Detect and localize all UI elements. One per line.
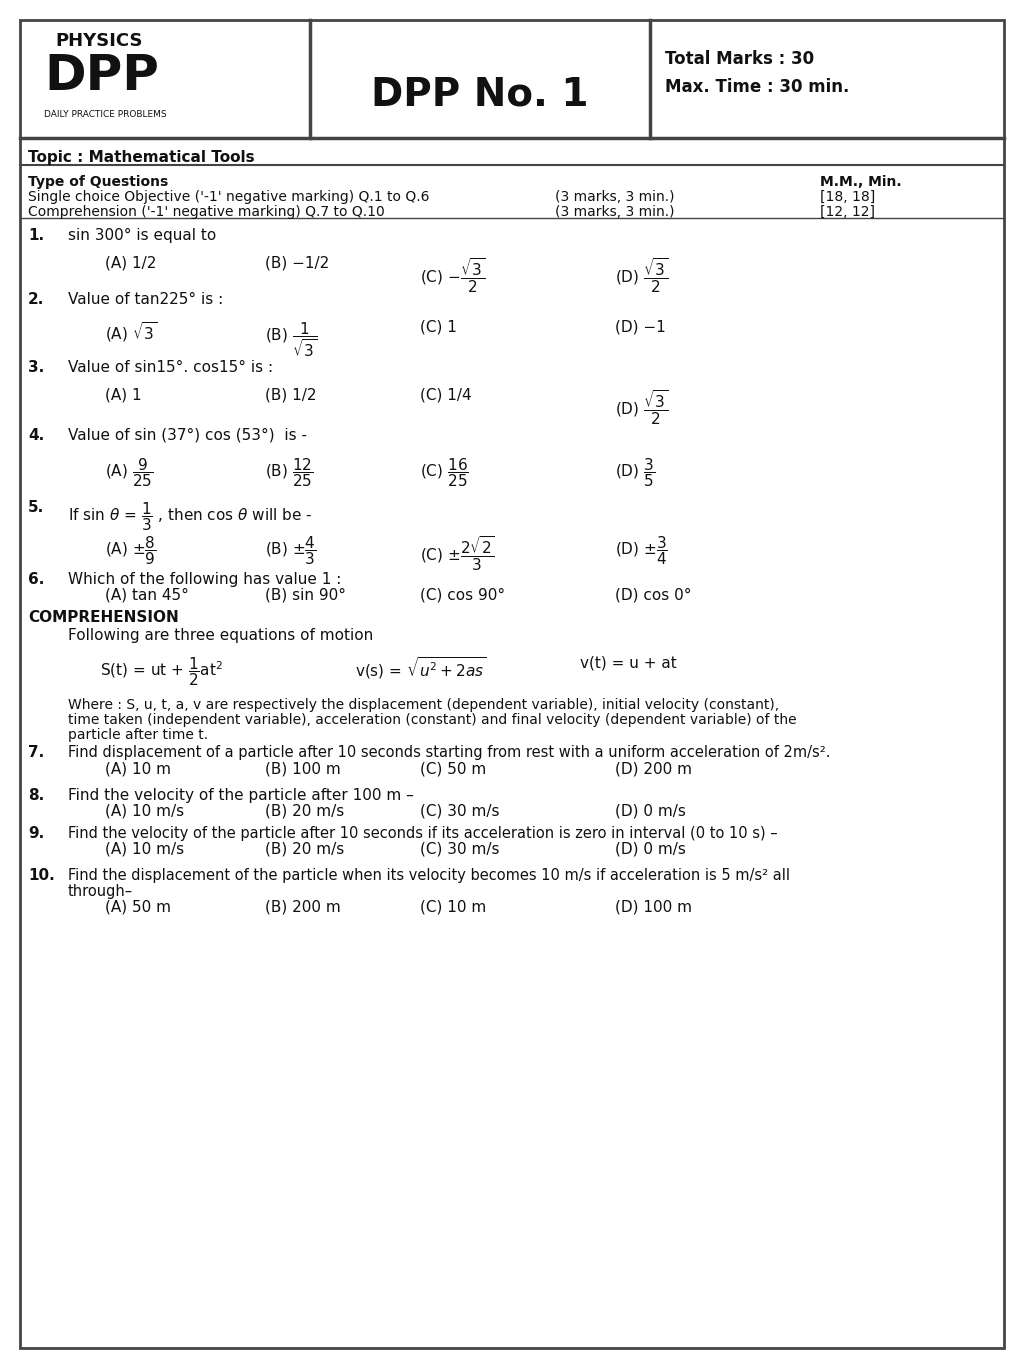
Text: (D) 0 m/s: (D) 0 m/s bbox=[615, 842, 686, 857]
Text: (C) $\pm\dfrac{2\sqrt{2}}{3}$: (C) $\pm\dfrac{2\sqrt{2}}{3}$ bbox=[420, 534, 495, 572]
Text: (C) 10 m: (C) 10 m bbox=[420, 900, 486, 915]
Text: through–: through– bbox=[68, 884, 133, 899]
Text: (C) 30 m/s: (C) 30 m/s bbox=[420, 804, 500, 819]
Text: Single choice Objective ('-1' negative marking) Q.1 to Q.6: Single choice Objective ('-1' negative m… bbox=[28, 191, 429, 204]
Text: Find the displacement of the particle when its velocity becomes 10 m/s if accele: Find the displacement of the particle wh… bbox=[68, 868, 790, 883]
Text: v(t) = u + at: v(t) = u + at bbox=[580, 655, 677, 670]
Text: (3 marks, 3 min.): (3 marks, 3 min.) bbox=[555, 191, 675, 204]
Text: (C) 1/4: (C) 1/4 bbox=[420, 388, 472, 403]
Text: 2.: 2. bbox=[28, 291, 44, 306]
Text: DPP No. 1: DPP No. 1 bbox=[372, 75, 589, 113]
Text: (B) $\dfrac{12}{25}$: (B) $\dfrac{12}{25}$ bbox=[265, 456, 313, 489]
Text: (C) $\dfrac{16}{25}$: (C) $\dfrac{16}{25}$ bbox=[420, 456, 469, 489]
Text: DAILY PRACTICE PROBLEMS: DAILY PRACTICE PROBLEMS bbox=[44, 110, 167, 118]
Text: (A) 10 m: (A) 10 m bbox=[105, 761, 171, 776]
Text: 1.: 1. bbox=[28, 227, 44, 242]
Text: If sin $\theta$ = $\dfrac{1}{3}$ , then cos $\theta$ will be -: If sin $\theta$ = $\dfrac{1}{3}$ , then … bbox=[68, 500, 312, 533]
Text: (A) $\sqrt{3}$: (A) $\sqrt{3}$ bbox=[105, 320, 157, 345]
Text: Find the velocity of the particle after 10 seconds if its acceleration is zero i: Find the velocity of the particle after … bbox=[68, 825, 777, 840]
Text: (A) 1: (A) 1 bbox=[105, 388, 141, 403]
Text: 6.: 6. bbox=[28, 572, 44, 587]
Text: Find displacement of a particle after 10 seconds starting from rest with a unifo: Find displacement of a particle after 10… bbox=[68, 745, 830, 760]
Text: (D) $\pm\dfrac{3}{4}$: (D) $\pm\dfrac{3}{4}$ bbox=[615, 534, 668, 567]
Text: (D) $\dfrac{\sqrt{3}}{2}$: (D) $\dfrac{\sqrt{3}}{2}$ bbox=[615, 388, 669, 426]
Text: Total Marks : 30: Total Marks : 30 bbox=[665, 50, 814, 68]
Text: (A) 10 m/s: (A) 10 m/s bbox=[105, 842, 184, 857]
Text: 3.: 3. bbox=[28, 360, 44, 375]
Text: (B) sin 90°: (B) sin 90° bbox=[265, 588, 346, 603]
Text: 10.: 10. bbox=[28, 868, 54, 883]
Text: Comprehension ('-1' negative marking) Q.7 to Q.10: Comprehension ('-1' negative marking) Q.… bbox=[28, 206, 385, 219]
Text: 4.: 4. bbox=[28, 428, 44, 443]
Text: M.M., Min.: M.M., Min. bbox=[820, 174, 901, 189]
Text: [18, 18]: [18, 18] bbox=[820, 191, 876, 204]
Text: Find the velocity of the particle after 100 m –: Find the velocity of the particle after … bbox=[68, 789, 414, 804]
Text: (A) $\pm\dfrac{8}{9}$: (A) $\pm\dfrac{8}{9}$ bbox=[105, 534, 157, 567]
Text: (B) 1/2: (B) 1/2 bbox=[265, 388, 316, 403]
Text: Which of the following has value 1 :: Which of the following has value 1 : bbox=[68, 572, 341, 587]
Text: DPP: DPP bbox=[44, 52, 159, 99]
Text: Value of sin (37°) cos (53°)  is -: Value of sin (37°) cos (53°) is - bbox=[68, 428, 307, 443]
Text: (D) $\dfrac{\sqrt{3}}{2}$: (D) $\dfrac{\sqrt{3}}{2}$ bbox=[615, 256, 669, 294]
Text: (C) $-\dfrac{\sqrt{3}}{2}$: (C) $-\dfrac{\sqrt{3}}{2}$ bbox=[420, 256, 485, 294]
Text: sin 300° is equal to: sin 300° is equal to bbox=[68, 227, 216, 242]
Text: (C) 1: (C) 1 bbox=[420, 320, 457, 335]
Text: (B) 100 m: (B) 100 m bbox=[265, 761, 341, 776]
Text: COMPREHENSION: COMPREHENSION bbox=[28, 610, 179, 625]
Text: 8.: 8. bbox=[28, 789, 44, 804]
Text: (C) 50 m: (C) 50 m bbox=[420, 761, 486, 776]
Text: Type of Questions: Type of Questions bbox=[28, 174, 168, 189]
Text: (B) 20 m/s: (B) 20 m/s bbox=[265, 804, 344, 819]
Text: (B) −1/2: (B) −1/2 bbox=[265, 256, 330, 271]
Text: (C) 30 m/s: (C) 30 m/s bbox=[420, 842, 500, 857]
Text: (D) cos 0°: (D) cos 0° bbox=[615, 588, 691, 603]
Text: PHYSICS: PHYSICS bbox=[55, 31, 142, 50]
Text: (B) 200 m: (B) 200 m bbox=[265, 900, 341, 915]
Text: Value of tan225° is :: Value of tan225° is : bbox=[68, 291, 223, 306]
Text: (D) $\dfrac{3}{5}$: (D) $\dfrac{3}{5}$ bbox=[615, 456, 655, 489]
Text: (D) 200 m: (D) 200 m bbox=[615, 761, 692, 776]
Text: (B) 20 m/s: (B) 20 m/s bbox=[265, 842, 344, 857]
Text: S(t) = ut + $\dfrac{1}{2}$at$^{2}$: S(t) = ut + $\dfrac{1}{2}$at$^{2}$ bbox=[100, 655, 223, 688]
Text: (A) 1/2: (A) 1/2 bbox=[105, 256, 157, 271]
Text: 7.: 7. bbox=[28, 745, 44, 760]
Text: (C) cos 90°: (C) cos 90° bbox=[420, 588, 505, 603]
Text: (A) $\dfrac{9}{25}$: (A) $\dfrac{9}{25}$ bbox=[105, 456, 154, 489]
Text: 9.: 9. bbox=[28, 825, 44, 840]
Text: (B) $\pm\dfrac{4}{3}$: (B) $\pm\dfrac{4}{3}$ bbox=[265, 534, 316, 567]
Text: (B) $\dfrac{1}{\sqrt{3}}$: (B) $\dfrac{1}{\sqrt{3}}$ bbox=[265, 320, 317, 358]
Text: Value of sin15°. cos15° is :: Value of sin15°. cos15° is : bbox=[68, 360, 273, 375]
Text: Max. Time : 30 min.: Max. Time : 30 min. bbox=[665, 78, 849, 95]
Text: 5.: 5. bbox=[28, 500, 44, 515]
Text: Following are three equations of motion: Following are three equations of motion bbox=[68, 628, 374, 643]
Text: (D) 100 m: (D) 100 m bbox=[615, 900, 692, 915]
Text: (3 marks, 3 min.): (3 marks, 3 min.) bbox=[555, 206, 675, 219]
Text: (D) −1: (D) −1 bbox=[615, 320, 666, 335]
Text: (A) 10 m/s: (A) 10 m/s bbox=[105, 804, 184, 819]
Text: Topic : Mathematical Tools: Topic : Mathematical Tools bbox=[28, 150, 255, 165]
Text: [12, 12]: [12, 12] bbox=[820, 206, 874, 219]
Text: v(s) = $\sqrt{u^{2}+2as}$: v(s) = $\sqrt{u^{2}+2as}$ bbox=[355, 655, 486, 681]
Text: (A) 50 m: (A) 50 m bbox=[105, 900, 171, 915]
Text: Where : S, u, t, a, v are respectively the displacement (dependent variable), in: Where : S, u, t, a, v are respectively t… bbox=[68, 697, 779, 712]
Text: time taken (independent variable), acceleration (constant) and final velocity (d: time taken (independent variable), accel… bbox=[68, 712, 797, 727]
Text: (D) 0 m/s: (D) 0 m/s bbox=[615, 804, 686, 819]
Text: (A) tan 45°: (A) tan 45° bbox=[105, 588, 188, 603]
Text: particle after time t.: particle after time t. bbox=[68, 729, 208, 742]
